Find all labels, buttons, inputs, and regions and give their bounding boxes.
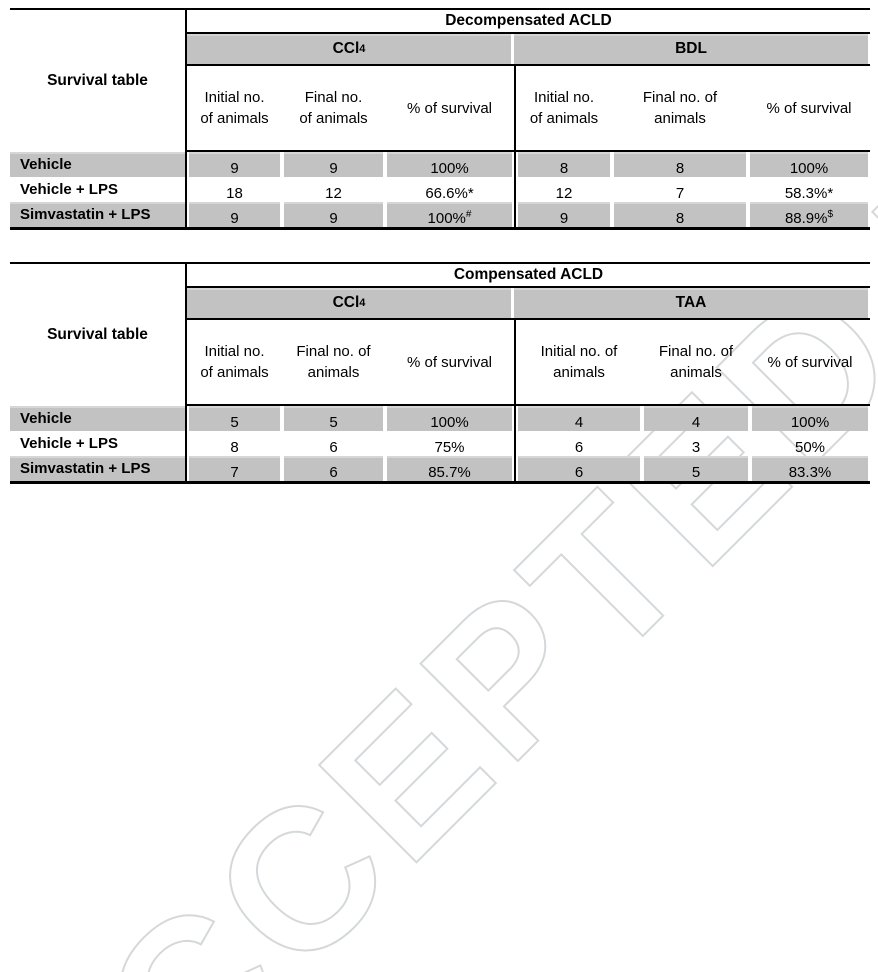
row-label: Vehicle + LPS xyxy=(10,431,187,456)
data-cell: 50% xyxy=(794,439,826,456)
table-row-vehicle-lps: Vehicle + LPS 18 12 66.6%* 12 7 58.3%* xyxy=(10,177,870,202)
data-cell: 7 xyxy=(187,456,282,481)
table-row-vehicle-lps: Vehicle + LPS 8 6 75% 6 3 50% xyxy=(10,431,870,456)
table-row-vehicle: Vehicle 5 5 100% 4 4 100% xyxy=(10,406,870,431)
data-cell: 85.7% xyxy=(385,456,514,481)
model-label-ccl4: CCl 4 xyxy=(187,288,511,318)
survival-table-compensated: Survival table Compensated ACLD CCl 4 TAA… xyxy=(10,262,870,484)
data-cell: 7 xyxy=(675,185,685,202)
header-right-area: Decompensated ACLD CCl 4 BDL Initial no. … xyxy=(187,10,870,152)
column-header-survival-bdl: % of survival xyxy=(766,99,852,117)
ccl4-subscript: 4 xyxy=(359,297,366,309)
column-header-final-taa: Final no. of animals xyxy=(658,343,734,381)
data-cell: 8 xyxy=(230,439,239,456)
data-cell: 12 xyxy=(325,185,342,202)
table-title-row: Compensated ACLD xyxy=(187,264,870,288)
data-cell: 5 xyxy=(642,456,750,481)
table-top-border xyxy=(10,262,870,264)
table-title: Decompensated ACLD xyxy=(445,12,612,29)
data-cell: 100% xyxy=(748,152,870,177)
table-header: Survival table Compensated ACLD CCl 4 TAA… xyxy=(10,264,870,406)
corner-label: Survival table xyxy=(47,326,148,343)
column-header-row: Initial no. of animals Final no. of anim… xyxy=(187,320,870,406)
data-cell: 8 xyxy=(612,202,748,227)
data-cell: 9 xyxy=(187,152,282,177)
row-label: Vehicle + LPS xyxy=(10,177,187,202)
data-cell: 6 xyxy=(329,439,338,456)
data-cell: 4 xyxy=(642,406,750,431)
column-header-survival-ccl4: % of survival xyxy=(406,353,493,371)
data-cell: 100%# xyxy=(385,202,514,227)
column-header-final-bdl: Final no. of animals xyxy=(642,89,718,127)
data-cell: 66.6%* xyxy=(425,185,474,202)
survival-table-decompensated: Survival table Decompensated ACLD CCl 4 B… xyxy=(10,8,870,230)
corner-cell: Survival table xyxy=(10,264,187,406)
data-cell: 4 xyxy=(514,406,642,431)
model-band-row: CCl 4 BDL xyxy=(187,34,870,66)
model-label-bdl: BDL xyxy=(514,34,868,64)
data-cell: 6 xyxy=(514,431,642,456)
table-bottom-border xyxy=(10,227,870,230)
table-title-row: Decompensated ACLD xyxy=(187,10,870,34)
column-header-final-ccl4: Final no. of animals xyxy=(296,343,371,381)
data-cell: 6 xyxy=(282,456,385,481)
data-cell: 9 xyxy=(282,152,385,177)
table-bottom-border xyxy=(10,481,870,484)
row-label: Simvastatin + LPS xyxy=(10,456,187,481)
data-cell: 58.3%* xyxy=(784,185,834,202)
data-cell: 100% xyxy=(385,152,514,177)
header-right-area: Compensated ACLD CCl 4 TAA Initial no. of… xyxy=(187,264,870,406)
data-cell: 88.9%$ xyxy=(748,202,870,227)
data-cell: 83.3% xyxy=(750,456,870,481)
data-cell: 18 xyxy=(226,185,243,202)
data-cell: 3 xyxy=(691,439,701,456)
data-cell: 9 xyxy=(514,202,612,227)
column-header-row: Initial no. of animals Final no. of anim… xyxy=(187,66,870,152)
column-header-initial-ccl4: Initial no. of animals xyxy=(200,343,269,381)
data-cell: 12 xyxy=(514,177,612,202)
data-cell: 8 xyxy=(612,152,748,177)
data-cell: 5 xyxy=(282,406,385,431)
column-header-initial-ccl4: Initial no. of animals xyxy=(200,89,269,127)
table-header: Survival table Decompensated ACLD CCl 4 B… xyxy=(10,10,870,152)
corner-cell: Survival table xyxy=(10,10,187,152)
data-cell: 100% xyxy=(385,406,514,431)
data-cell: 9 xyxy=(187,202,282,227)
ccl4-subscript: 4 xyxy=(359,43,366,55)
data-cell: 6 xyxy=(514,456,642,481)
model-band-row: CCl 4 TAA xyxy=(187,288,870,320)
table-row-simvastatin-lps: Simvastatin + LPS 9 9 100%# 9 8 88.9%$ xyxy=(10,202,870,227)
data-cell: 100% xyxy=(750,406,870,431)
table-title: Compensated ACLD xyxy=(453,266,604,283)
column-header-final-ccl4: Final no. of animals xyxy=(299,89,368,127)
corner-label: Survival table xyxy=(47,72,148,89)
row-label: Simvastatin + LPS xyxy=(10,202,187,227)
model-label-ccl4: CCl 4 xyxy=(187,34,511,64)
data-cell: 8 xyxy=(514,152,612,177)
data-cell: 5 xyxy=(187,406,282,431)
table-row-vehicle: Vehicle 9 9 100% 8 8 100% xyxy=(10,152,870,177)
column-header-initial-taa: Initial no. of animals xyxy=(514,320,642,404)
data-cell: 75% xyxy=(434,439,465,456)
column-header-survival-taa: % of survival xyxy=(767,353,853,371)
row-label: Vehicle xyxy=(10,406,187,431)
row-label: Vehicle xyxy=(10,152,187,177)
model-label-taa: TAA xyxy=(514,288,868,318)
data-cell: 9 xyxy=(282,202,385,227)
column-header-initial-bdl: Initial no. of animals xyxy=(514,66,612,150)
table-row-simvastatin-lps: Simvastatin + LPS 7 6 85.7% 6 5 83.3% xyxy=(10,456,870,481)
column-header-survival-ccl4: % of survival xyxy=(406,99,493,117)
table-top-border xyxy=(10,8,870,10)
